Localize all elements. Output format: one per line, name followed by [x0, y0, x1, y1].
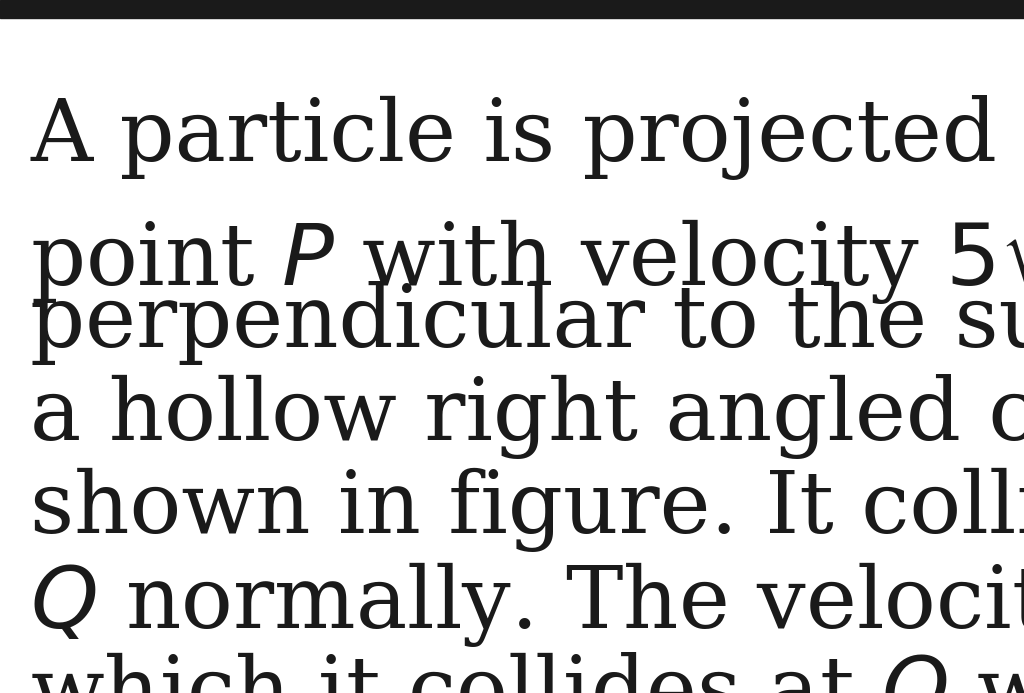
- Bar: [0, 0, 1024, 18]
- Text: A particle is projected from: A particle is projected from: [30, 95, 1024, 180]
- Text: which it collides at $Q$ will be: which it collides at $Q$ will be: [30, 653, 1024, 693]
- Text: a hollow right angled cone as: a hollow right angled cone as: [30, 374, 1024, 459]
- Text: perpendicular to the surface of: perpendicular to the surface of: [30, 281, 1024, 365]
- Text: $Q$ normally. The velocity with: $Q$ normally. The velocity with: [30, 560, 1024, 649]
- Text: shown in figure. It collides at: shown in figure. It collides at: [30, 467, 1024, 552]
- Text: point $P$ with velocity $5\sqrt{3}$ ms$^{-1}$: point $P$ with velocity $5\sqrt{3}$ ms$^…: [30, 188, 1024, 307]
